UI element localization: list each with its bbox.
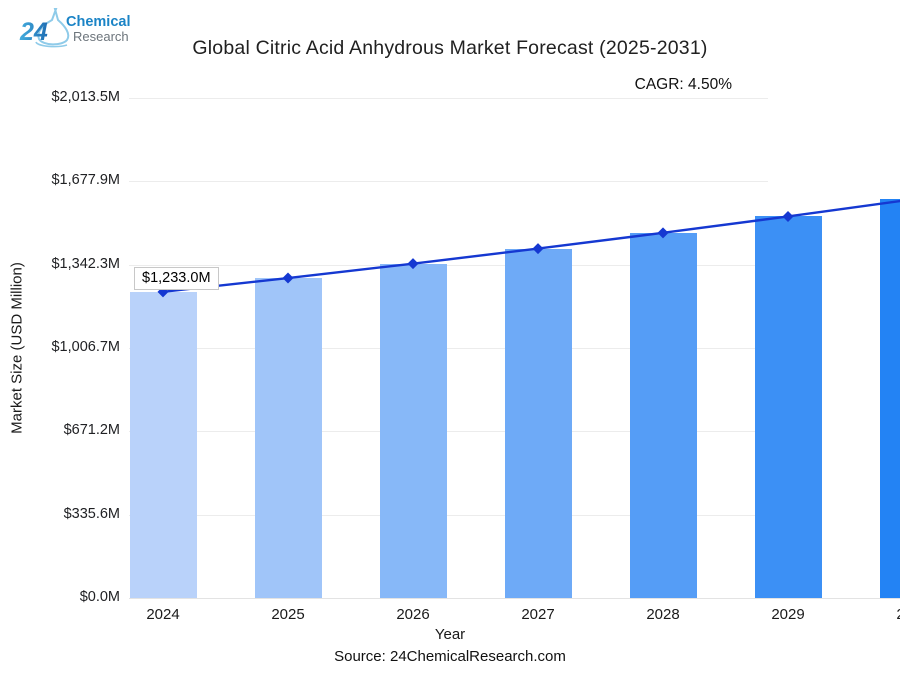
y-tick-label: $2,013.5M <box>51 89 120 105</box>
x-tick-label: 2029 <box>771 606 805 623</box>
y-tick-label: $1,006.7M <box>51 339 120 355</box>
brand-logo: 24 Chemical Research <box>19 8 130 48</box>
x-tick-label: 2024 <box>146 606 180 623</box>
brand-number: 24 <box>19 18 48 46</box>
gridline <box>129 515 768 516</box>
bar-2027[interactable] <box>504 248 572 598</box>
x-tick-label: 2025 <box>271 606 305 623</box>
x-tick-label: 2028 <box>646 606 680 623</box>
line-marker-2029[interactable] <box>782 210 794 222</box>
line-marker-2027[interactable] <box>532 243 544 255</box>
line-marker-2028[interactable] <box>657 227 669 239</box>
y-tick-label: $671.2M <box>63 422 120 439</box>
bar-2024[interactable] <box>129 291 197 598</box>
line-marker-2026[interactable] <box>407 258 419 270</box>
bar-2026[interactable] <box>379 263 447 598</box>
bar-2028[interactable] <box>629 232 697 598</box>
source-credit: Source: 24ChemicalResearch.com <box>334 648 566 665</box>
bar-2030[interactable] <box>879 199 900 598</box>
bar-2025[interactable] <box>254 278 322 598</box>
x-tick-label: 2027 <box>521 606 555 623</box>
flask-base-swoosh-icon <box>35 41 68 48</box>
x-tick-label: 2026 <box>396 606 430 623</box>
y-tick-label: $335.6M <box>63 505 120 522</box>
gridline <box>129 181 768 182</box>
x-axis-title: Year <box>434 626 466 643</box>
y-tick-label: $1,342.3M <box>51 255 120 272</box>
cagr-label: CAGR: 4.50% <box>634 76 732 93</box>
line-marker-2025[interactable] <box>282 272 294 284</box>
value-annotation: $1,233.0M <box>134 267 219 290</box>
x-axis-line <box>129 598 900 599</box>
flask-icon <box>37 8 70 46</box>
bar-2029[interactable] <box>754 216 822 598</box>
x-tick-label: 2030 <box>873 606 900 623</box>
page-title: Global Citric Acid Anhydrous Market Fore… <box>192 37 708 59</box>
y-tick-label: $1,677.9M <box>51 172 120 189</box>
y-tick-label: $0.0M <box>79 589 120 605</box>
gridline <box>129 431 768 432</box>
brand-word-research: Research <box>73 29 129 44</box>
gridline <box>129 98 768 99</box>
brand-word-chemical: Chemical <box>66 14 130 30</box>
gridline <box>129 348 768 349</box>
